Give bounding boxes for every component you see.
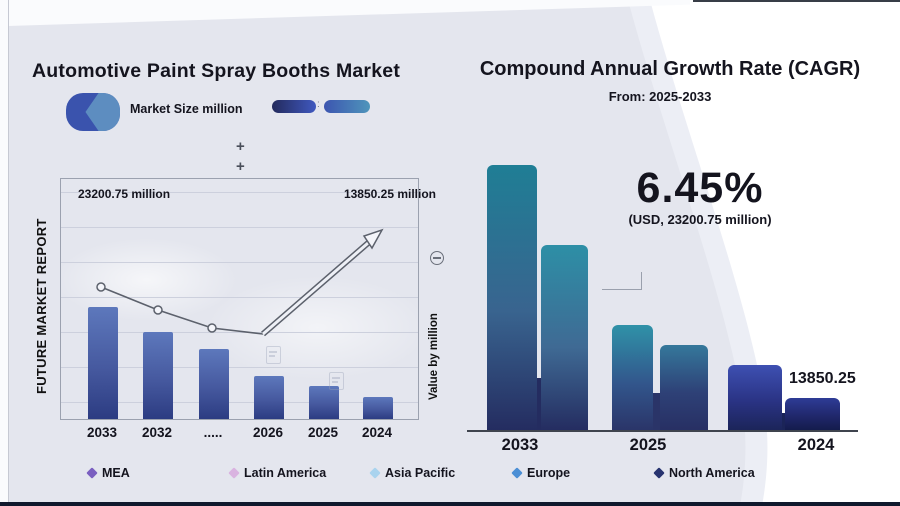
frame-top-right-line <box>693 0 900 2</box>
brand-logo <box>66 93 120 131</box>
trend-arrow-line <box>96 228 384 337</box>
market-size-legend-label: Market Size million <box>130 102 243 116</box>
watermark-document-icon <box>329 372 344 390</box>
legend-label: North America <box>669 466 755 480</box>
x-tick-label: 2025 <box>629 436 667 454</box>
diamond-marker-icon <box>653 467 665 479</box>
x-tick-label: 2025 <box>307 425 339 440</box>
legend-item-asia-pacific: Asia Pacific <box>369 466 456 480</box>
peak-value-label: 23200.75 million <box>78 187 171 201</box>
x-tick-label: 2033 <box>86 425 118 440</box>
legend-pill-separator: : <box>317 99 320 110</box>
diamond-marker-icon <box>369 467 381 479</box>
cagr-bar-short <box>660 345 708 431</box>
cagr-bar-joint <box>653 393 660 431</box>
legend-item-latin-america: Latin America <box>228 466 327 480</box>
plus-icon: + <box>236 138 245 155</box>
cagr-bar-tall <box>487 165 537 431</box>
cagr-bar-pair <box>487 165 588 431</box>
legend-pill-dark-icon <box>272 100 316 113</box>
cagr-bar-short <box>541 245 588 431</box>
corner-step-line <box>602 272 642 290</box>
watermark-document-icon <box>266 346 281 364</box>
x-tick-label: ..... <box>203 425 223 440</box>
x-tick-label: 2032 <box>141 425 173 440</box>
cagr-bar-tall <box>612 325 653 431</box>
market-size-bar <box>199 349 229 419</box>
x-tick-label: 2024 <box>361 425 393 440</box>
cagr-title: Compound Annual Growth Rate (CAGR) <box>479 58 861 80</box>
page-title: Automotive Paint Spray Booths Market <box>32 60 401 82</box>
legend-label: MEA <box>102 466 130 480</box>
brand-logo-facet <box>85 93 120 131</box>
legend-label: Latin America <box>244 466 327 480</box>
market-size-bar <box>254 376 284 419</box>
market-size-bar <box>309 386 339 419</box>
cagr-bar-pair <box>612 325 708 431</box>
plus-icon: + <box>236 158 245 175</box>
cagr-data-label: 13850.25 <box>789 370 856 387</box>
legend-pill-teal-icon <box>324 100 370 113</box>
legend-item-mea: MEA <box>86 466 130 480</box>
cagr-value: 6.45% <box>636 164 764 212</box>
diamond-marker-icon <box>511 467 523 479</box>
cagr-bar-tall <box>728 365 782 431</box>
market-size-bar <box>143 332 173 419</box>
diamond-marker-icon <box>86 467 98 479</box>
legend-label: Asia Pacific <box>385 466 456 480</box>
x-tick-label: 2026 <box>252 425 284 440</box>
legend-label: Europe <box>527 466 571 480</box>
x-tick-label: 2024 <box>797 436 835 454</box>
x-tick-label: 2033 <box>501 436 539 454</box>
cagr-bar-joint <box>537 378 541 431</box>
diamond-marker-icon <box>228 467 240 479</box>
market-size-bar <box>88 307 118 419</box>
frame-left-strip <box>0 0 9 506</box>
legend-item-north-america: North America <box>653 466 755 480</box>
cagr-period-subtitle: From: 2025-2033 <box>608 89 712 104</box>
report-watermark-label: FUTURE MARKET REPORT <box>34 218 49 394</box>
cagr-usd-note: (USD, 23200.75 million) <box>628 212 772 227</box>
cagr-x-axis-line <box>467 430 858 432</box>
end-value-label: 13850.25 million <box>343 187 436 201</box>
cagr-bar-joint <box>782 413 785 431</box>
cagr-bar-short <box>785 398 840 431</box>
market-size-chart: 23200.75 million 13850.25 million <box>60 178 436 420</box>
cagr-bar-pair <box>728 365 840 431</box>
zoom-out-icon <box>430 251 444 265</box>
market-size-bar <box>363 397 393 419</box>
frame-bottom-strip <box>0 502 900 506</box>
value-axis-label: Value by million <box>428 313 440 401</box>
legend-item-europe: Europe <box>511 466 571 480</box>
